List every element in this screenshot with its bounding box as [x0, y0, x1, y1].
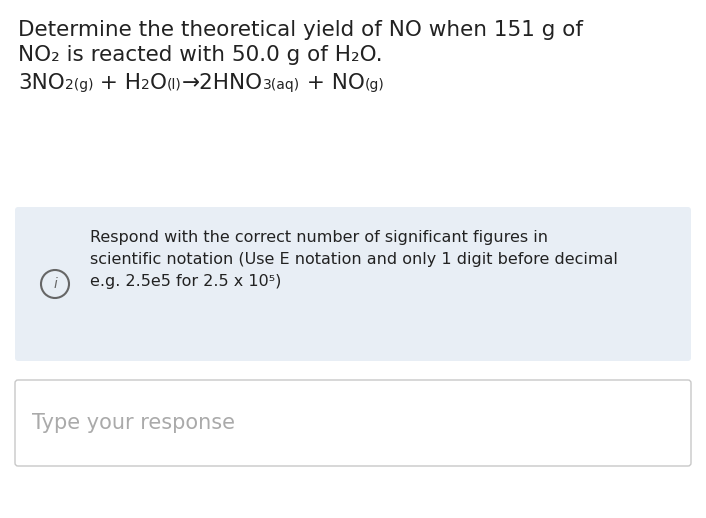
Text: 3NO: 3NO — [18, 73, 65, 93]
Text: e.g. 2.5e5 for 2.5 x 10⁵): e.g. 2.5e5 for 2.5 x 10⁵) — [90, 274, 282, 289]
Text: Respond with the correct number of significant figures in: Respond with the correct number of signi… — [90, 230, 548, 245]
Text: Determine the theoretical yield of NO when 151 g of: Determine the theoretical yield of NO wh… — [18, 20, 583, 40]
Text: Type your response: Type your response — [32, 413, 235, 433]
FancyBboxPatch shape — [15, 380, 691, 466]
Text: O: O — [150, 73, 167, 93]
Text: i: i — [53, 277, 57, 291]
Text: (g): (g) — [365, 78, 385, 92]
FancyBboxPatch shape — [15, 207, 691, 361]
Text: 2(g): 2(g) — [65, 78, 93, 92]
Text: 2: 2 — [141, 78, 150, 92]
Text: + NO: + NO — [300, 73, 365, 93]
Text: 3(aq): 3(aq) — [263, 78, 300, 92]
Text: NO₂ is reacted with 50.0 g of H₂O.: NO₂ is reacted with 50.0 g of H₂O. — [18, 45, 383, 65]
Text: scientific notation (Use E notation and only 1 digit before decimal: scientific notation (Use E notation and … — [90, 252, 618, 267]
Text: (l): (l) — [167, 78, 181, 92]
Text: →2HNO: →2HNO — [181, 73, 263, 93]
Text: + H: + H — [93, 73, 141, 93]
